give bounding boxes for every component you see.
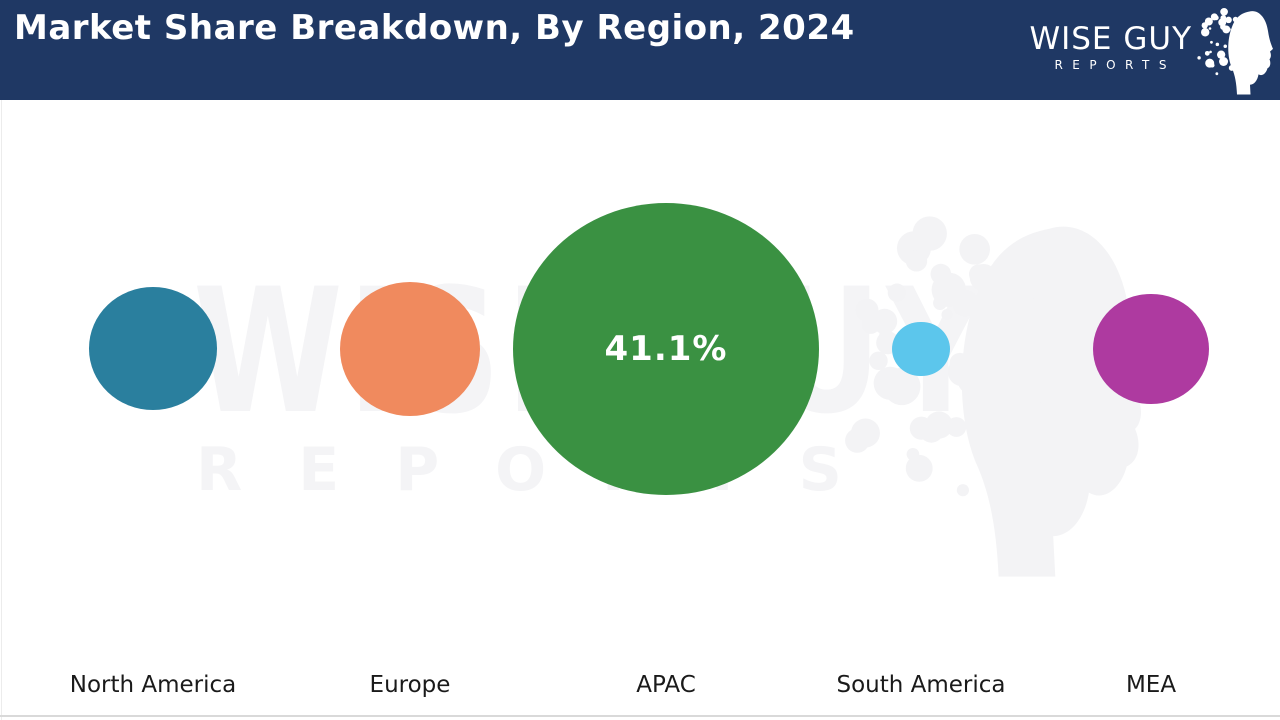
wiseguy-logo: WISE GUY REPORTS [1029, 4, 1274, 96]
category-label-south-america: South America [836, 672, 1006, 698]
category-label-north-america: North America [69, 672, 237, 698]
page-title: Market Share Breakdown, By Region, 2024 [14, 8, 855, 48]
bubble-south-america[interactable] [892, 321, 950, 377]
category-label-mea: MEA [1125, 672, 1177, 698]
chart-bottom-edge [0, 715, 1280, 717]
category-label-apac: APAC [636, 672, 696, 698]
logo-brand-name: WISE GUY [1029, 21, 1192, 57]
bubble-apac[interactable]: 41.1% [513, 202, 819, 496]
wiseguy-head-icon [1197, 7, 1273, 95]
bubble-mea[interactable] [1092, 293, 1210, 405]
bubble-north-america[interactable] [88, 287, 218, 411]
watermark-subtitle-text: REPORTS [196, 435, 898, 505]
logo-text: WISE GUY REPORTS [1029, 21, 1192, 72]
header-bar: Market Share Breakdown, By Region, 2024 … [0, 0, 1280, 100]
category-label-europe: Europe [369, 672, 451, 698]
bubble-chart: WISE GUY REPORTS 41.1% North AmericaEuro… [0, 100, 1280, 720]
bubble-europe[interactable] [339, 281, 481, 417]
watermark-head-icon [845, 216, 1150, 577]
logo-brand-subtitle: REPORTS [1054, 58, 1176, 72]
chart-left-edge [1, 100, 2, 720]
bubble-value-label: 41.1% [604, 328, 728, 369]
